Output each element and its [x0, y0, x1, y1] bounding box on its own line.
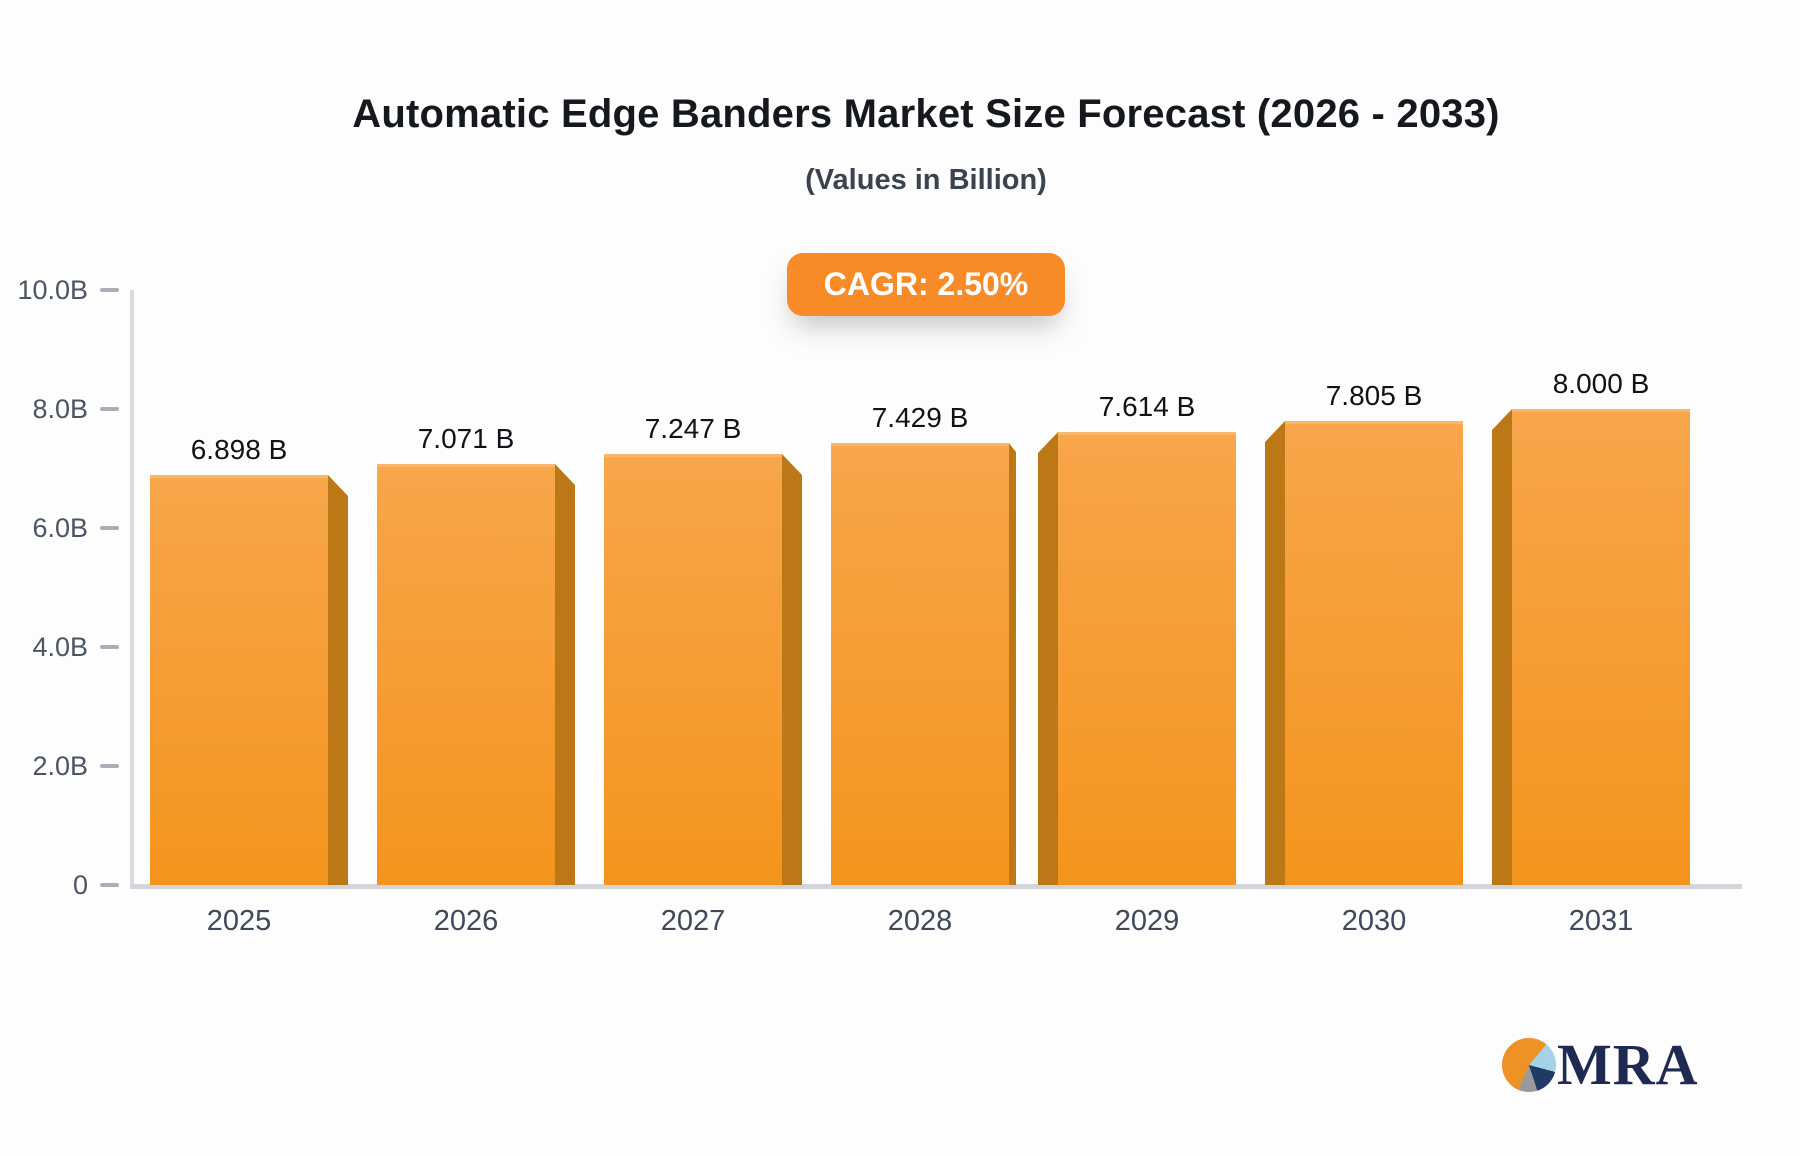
brand-logo-text: MRA — [1557, 1032, 1699, 1097]
bar-2030 — [1285, 421, 1463, 885]
bar-value-label: 7.805 B — [1325, 380, 1423, 411]
bar-value-label: 7.071 B — [417, 423, 515, 454]
y-tick-mark — [100, 645, 119, 649]
cagr-badge-row: CAGR: 2.50% — [52, 253, 1800, 316]
chart-subtitle: (Values in Billion) — [805, 164, 1047, 196]
y-tick-mark — [100, 407, 119, 411]
bar-2029 — [1058, 432, 1236, 885]
bar-2027 — [604, 454, 782, 885]
bar-value-label: 8.000 B — [1552, 368, 1650, 399]
y-tick-label: 10.0B — [17, 275, 88, 305]
bar-2028 — [831, 443, 1009, 885]
bar-2031 — [1512, 409, 1690, 885]
bar-value-label: 7.429 B — [871, 402, 969, 433]
x-axis-label: 2026 — [433, 905, 499, 937]
bar-side-2025 — [328, 475, 348, 885]
y-tick-mark — [100, 883, 119, 887]
y-tick-mark — [100, 526, 119, 530]
y-tick-label: 8.0B — [32, 394, 88, 424]
bar-value-label: 6.898 B — [190, 434, 288, 465]
bar-value-label: 7.247 B — [644, 413, 742, 444]
x-axis-label: 2028 — [887, 905, 953, 937]
pie-chart-logo-icon — [1502, 1038, 1556, 1092]
bar-side-2030 — [1265, 421, 1285, 885]
y-tick-label: 0 — [72, 870, 88, 900]
y-tick-mark — [100, 288, 119, 292]
y-axis-line — [130, 290, 134, 885]
y-tick-mark — [100, 764, 119, 768]
x-axis-line — [130, 884, 1742, 889]
bar-side-2026 — [555, 464, 575, 885]
bar-side-2028 — [1009, 443, 1016, 885]
bar-2025 — [150, 475, 328, 885]
bar-side-2031 — [1492, 409, 1512, 885]
y-tick-label: 2.0B — [32, 751, 88, 781]
bar-2026 — [377, 464, 555, 885]
x-axis-label: 2025 — [206, 905, 272, 937]
x-axis-label: 2031 — [1568, 905, 1634, 937]
bar-side-2027 — [782, 454, 802, 885]
bar-value-label: 7.614 B — [1098, 391, 1196, 422]
x-axis-label: 2027 — [660, 905, 726, 937]
x-axis-label: 2030 — [1341, 905, 1407, 937]
x-axis-label: 2029 — [1114, 905, 1180, 937]
y-tick-label: 4.0B — [32, 632, 88, 662]
y-tick-label: 6.0B — [32, 513, 88, 543]
cagr-badge: CAGR: 2.50% — [786, 253, 1066, 316]
bar-side-2029 — [1038, 432, 1058, 885]
chart-title: Automatic Edge Banders Market Size Forec… — [352, 92, 1500, 136]
brand-logo: MRA — [1502, 1036, 1699, 1094]
